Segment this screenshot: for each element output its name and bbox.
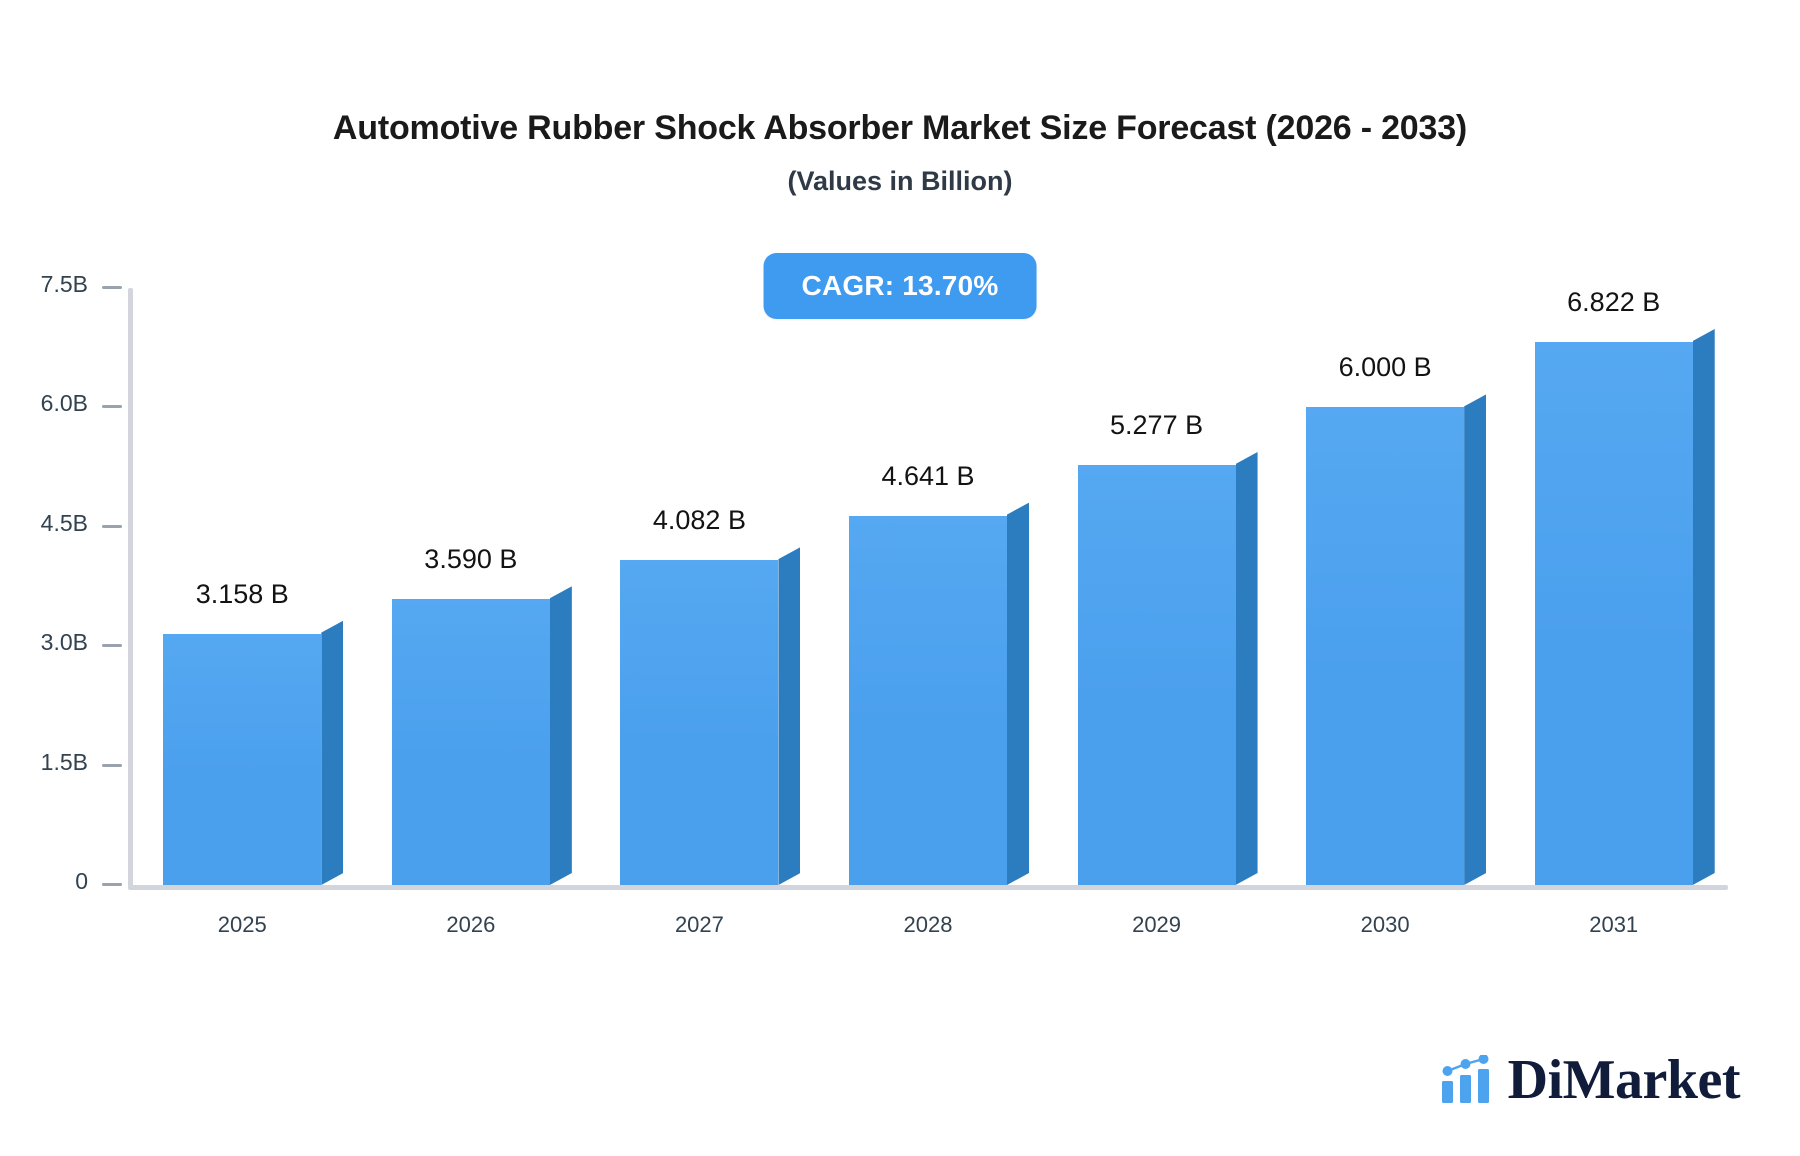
bar-value-label: 4.641 B [881,460,975,491]
logo-text: DiMarket [1507,1049,1741,1111]
y-axis-line [128,288,133,888]
bar-body[interactable] [1534,341,1693,885]
bar-front-face[interactable] [1306,407,1465,885]
bar-front-face[interactable] [1534,341,1693,885]
x-axis-line [128,885,1728,890]
bar-2030[interactable]: 6.000 B 2030 [1306,0,1464,1156]
x-axis-label-2031: 2031 [1589,912,1639,937]
bar-2028[interactable]: 4.641 B 2028 [849,0,1007,1156]
page-title: Automotive Rubber Shock Absorber Market … [332,109,1468,147]
bar-body[interactable] [163,634,321,885]
bar-body[interactable] [620,560,778,885]
title-block: Automotive Rubber Shock Absorber Market … [0,108,1800,197]
bar-chart-icon [1440,1054,1494,1105]
bar-front-face[interactable] [163,633,322,885]
bar-value-label: 3.158 B [195,578,289,609]
y-axis-tick-label: 4.5B [40,509,88,536]
bar-body[interactable] [849,516,1007,885]
x-axis-label-2027: 2027 [674,912,724,937]
y-axis-tick-mark [102,644,122,648]
y-axis-tick-label: 3.0B [40,629,88,656]
x-axis-label-2025: 2025 [217,912,267,937]
bar-side-face [778,547,800,885]
y-axis-tick-label: 6.0B [40,390,88,417]
bar-side-face [1464,394,1486,885]
bar-front-face[interactable] [620,560,779,885]
bar-value-label: 5.277 B [1110,409,1204,440]
bar-body[interactable] [1306,407,1464,885]
y-axis-tick-label: 1.5B [40,748,88,775]
brand-logo: DiMarket [1440,1049,1741,1111]
bar-front-face[interactable] [391,599,550,885]
y-axis-tick-mark [102,405,122,409]
y-axis-tick-mark [102,763,122,767]
bar-front-face[interactable] [1077,464,1236,885]
y-axis-tick-label: 0 [75,868,88,894]
bar-side-face [550,586,572,885]
bar-2027[interactable]: 4.082 B 2027 [620,0,778,1156]
x-axis-label-2028: 2028 [903,912,953,937]
bar-2026[interactable]: 3.590 B 2026 [391,0,550,1156]
chart-subtitle: (Values in Billion) [787,165,1013,196]
bar-value-label: 3.590 B [424,544,518,575]
bar-body[interactable] [1077,464,1236,885]
y-axis-tick-mark [102,883,122,886]
y-axis-tick-mark [102,286,122,289]
x-axis-label-2026: 2026 [446,912,496,937]
x-axis-label-2030: 2030 [1360,912,1410,937]
bar-value-label: 6.000 B [1338,352,1432,383]
bars-layer: 3.158 B 2025 3.590 B 2026 4.082 B 2027 4.641 B… [128,0,1728,1156]
bar-body[interactable] [391,599,550,885]
bar-side-face [1693,329,1715,885]
y-axis-tick-label: 7.5B [40,271,88,297]
bar-2029[interactable]: 5.277 B 2029 [1077,0,1236,1156]
bar-value-label: 4.082 B [652,505,746,536]
bar-front-face[interactable] [849,515,1007,885]
bar-side-face [321,621,343,885]
bar-side-face [1236,452,1258,885]
bar-2031[interactable]: 6.822 B 2031 [1534,0,1693,1156]
bar-2025[interactable]: 3.158 B 2025 [163,0,321,1156]
bar-value-label: 6.822 B [1567,286,1661,317]
cagr-badge: CAGR: 13.70% [763,253,1037,319]
bar-side-face [1007,503,1029,885]
x-axis-label-2029: 2029 [1132,912,1182,937]
y-axis-tick-mark [102,524,122,528]
